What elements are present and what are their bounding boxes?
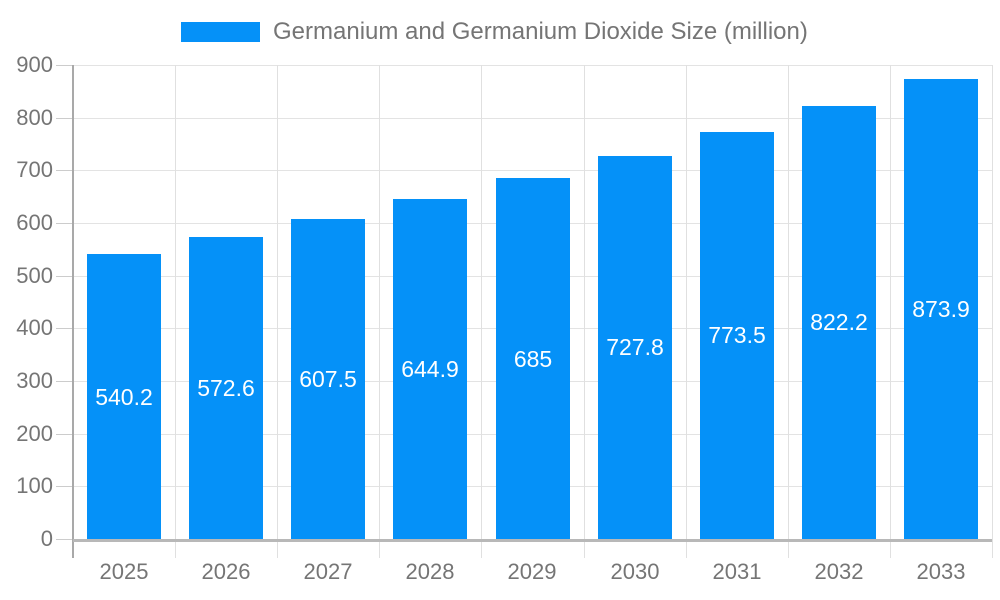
- bar-value-label: 540.2: [95, 384, 153, 410]
- bar-value-label: 607.5: [299, 366, 357, 392]
- gridline-horizontal: [73, 118, 992, 119]
- chart-title: Germanium and Germanium Dioxide Size (mi…: [273, 18, 808, 45]
- y-axis-tick: [56, 276, 73, 277]
- x-tick-label: 2027: [303, 559, 353, 584]
- y-tick-label: 400: [16, 315, 53, 340]
- bar-2027: [291, 219, 365, 539]
- bar-2026: [189, 237, 263, 539]
- y-tick-label: 700: [16, 157, 53, 182]
- y-tick-label: 800: [16, 105, 53, 130]
- bar-value-label: 644.9: [401, 356, 459, 382]
- y-tick-label: 600: [16, 210, 53, 235]
- gridline-vertical: [175, 65, 176, 558]
- bar-2030: [598, 156, 672, 539]
- gridline-vertical: [890, 65, 891, 558]
- x-tick-label: 2031: [712, 559, 762, 584]
- y-tick-label: 900: [16, 52, 53, 77]
- y-axis-tick: [56, 486, 73, 487]
- y-tick-label: 500: [16, 263, 53, 288]
- bar-2033: [904, 79, 978, 539]
- bar-value-label: 822.2: [810, 309, 868, 335]
- y-axis-tick: [56, 223, 73, 224]
- y-axis-tick: [56, 539, 73, 540]
- bar-2029: [496, 178, 570, 539]
- x-tick-label: 2026: [201, 559, 251, 584]
- bar-value-label: 685: [513, 346, 553, 372]
- x-tick-label: 2033: [916, 559, 966, 584]
- bar-2031: [700, 132, 774, 539]
- bar-2028: [393, 199, 467, 539]
- bar-value-label: 572.6: [197, 375, 255, 401]
- y-axis-tick: [56, 65, 73, 66]
- y-tick-label: 0: [40, 526, 53, 551]
- gridline-vertical: [379, 65, 380, 558]
- y-axis-tick: [56, 381, 73, 382]
- y-axis-line: [72, 65, 74, 558]
- bar-value-label: 727.8: [606, 334, 664, 360]
- y-axis-tick: [56, 434, 73, 435]
- y-axis-tick: [56, 170, 73, 171]
- gridline-vertical: [992, 65, 993, 558]
- legend-item[interactable]: Germanium and Germanium Dioxide Size (mi…: [181, 18, 808, 45]
- legend-swatch-icon: [181, 22, 260, 42]
- x-tick-label: 2029: [507, 559, 557, 584]
- gridline-horizontal: [73, 65, 992, 66]
- gridline-horizontal: [73, 170, 992, 171]
- gridline-vertical: [686, 65, 687, 558]
- x-tick-label: 2032: [814, 559, 864, 584]
- x-tick-label: 2030: [610, 559, 660, 584]
- y-tick-label: 200: [16, 421, 53, 446]
- y-axis-tick: [56, 118, 73, 119]
- y-tick-label: 300: [16, 368, 53, 393]
- y-tick-label: 100: [16, 473, 53, 498]
- gridline-vertical: [788, 65, 789, 558]
- bar-value-label: 773.5: [708, 322, 766, 348]
- gridline-vertical: [584, 65, 585, 558]
- bar-2032: [802, 106, 876, 539]
- gridline-vertical: [277, 65, 278, 558]
- bar-value-label: 873.9: [912, 296, 970, 322]
- x-tick-label: 2028: [405, 559, 455, 584]
- y-axis-tick: [56, 328, 73, 329]
- gridline-vertical: [481, 65, 482, 558]
- x-axis-line: [73, 539, 992, 542]
- x-tick-label: 2025: [99, 559, 149, 584]
- bar-2025: [87, 254, 161, 539]
